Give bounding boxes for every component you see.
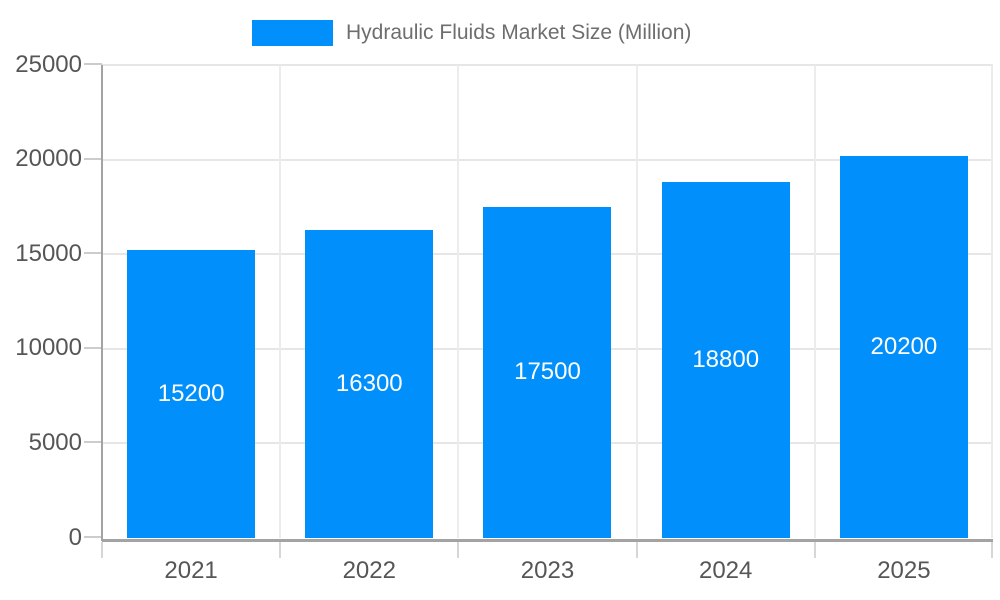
x-tick-label: 2025 [877,557,931,584]
y-tick-mark [84,157,102,160]
category-cell: 16300 [280,65,458,538]
y-axis-line [101,65,103,541]
y-tick-mark [84,252,102,255]
bar-2024[interactable]: 18800 [661,182,790,538]
h-gridline [102,64,993,66]
bar-2025[interactable]: 20200 [839,155,968,538]
x-tick-label: 2021 [164,557,218,584]
plot-area: 15200 16300 17500 18800 20200 [102,64,993,538]
legend-swatch [252,20,333,46]
v-gridline [991,65,993,538]
x-tick-label: 2022 [342,557,396,584]
y-tick-label: 15000 [15,240,82,268]
bar-2021[interactable]: 15200 [127,250,256,538]
bar-value-label: 20200 [870,332,938,360]
v-gridline [635,65,638,538]
x-tick-mark [457,542,460,558]
category-cell: 18800 [637,65,815,538]
y-tick-mark [84,346,102,349]
bar-value-label: 16300 [335,369,403,397]
v-gridline [457,65,460,538]
x-tick-mark [813,542,816,558]
legend-item[interactable]: Hydraulic Fluids Market Size (Million) [252,20,691,46]
bar-value-label: 17500 [514,358,581,386]
chart-legend: Hydraulic Fluids Market Size (Million) [252,20,691,46]
y-tick-label: 5000 [28,429,82,457]
x-tick-mark [101,542,103,558]
y-tick-label: 20000 [15,145,82,173]
x-tick-label: 2023 [520,557,575,584]
y-tick-mark [84,536,102,538]
y-axis-labels: 0 5000 10000 15000 20000 25000 [0,51,82,551]
h-gridline [102,158,993,161]
y-tick-mark [84,441,102,444]
v-gridline [813,65,816,538]
x-tick-mark [279,542,282,558]
y-tick-label: 0 [68,523,82,551]
x-axis-labels: 2021 2022 2023 2024 2025 [102,557,993,589]
x-tick-mark [991,542,993,558]
legend-label: Hydraulic Fluids Market Size (Million) [346,21,692,44]
y-axis-ticks [84,63,102,538]
x-axis-ticks [101,542,993,558]
bar-value-label: 18800 [692,346,760,374]
y-tick-mark [84,63,102,65]
bar-2023[interactable]: 17500 [483,206,612,538]
bar-2022[interactable]: 16300 [305,229,434,538]
x-tick-label: 2024 [698,557,753,584]
y-tick-label: 10000 [15,334,82,362]
x-axis-line [102,539,993,542]
v-gridline [279,65,282,538]
y-tick-label: 25000 [15,50,82,78]
category-cell: 20200 [815,65,993,538]
category-cell: 15200 [102,65,280,538]
category-cell: 17500 [458,65,636,538]
bar-value-label: 15200 [157,380,225,408]
x-tick-mark [635,542,638,558]
